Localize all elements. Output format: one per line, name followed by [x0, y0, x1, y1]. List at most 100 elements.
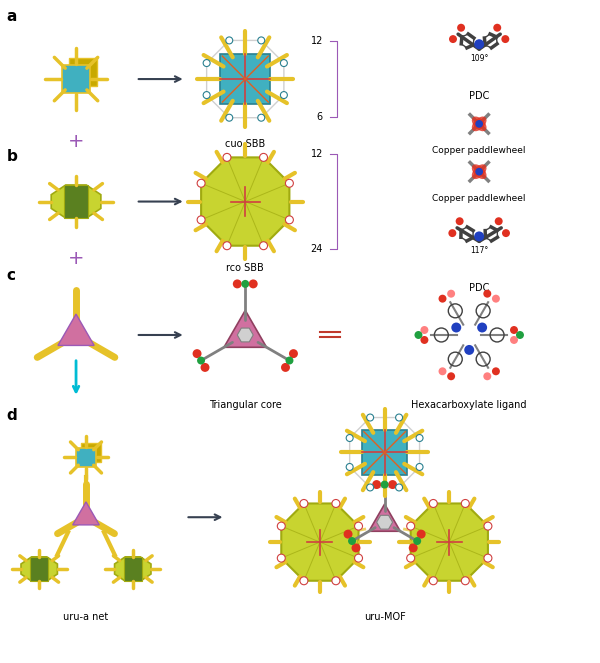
Circle shape [439, 367, 446, 375]
Circle shape [226, 37, 233, 44]
Text: 12: 12 [311, 36, 323, 46]
Text: cuo SBB: cuo SBB [225, 139, 265, 149]
Text: PDC: PDC [469, 91, 490, 101]
Circle shape [355, 522, 362, 530]
Circle shape [475, 120, 483, 128]
Polygon shape [220, 54, 271, 104]
Circle shape [258, 37, 265, 44]
Text: Copper paddlewheel: Copper paddlewheel [433, 146, 526, 154]
Circle shape [367, 414, 374, 421]
Polygon shape [410, 503, 488, 581]
Circle shape [510, 326, 518, 334]
Circle shape [416, 530, 425, 538]
Circle shape [249, 279, 257, 288]
Polygon shape [73, 502, 99, 525]
Circle shape [233, 279, 242, 288]
Polygon shape [124, 557, 142, 581]
Circle shape [388, 480, 397, 489]
Text: 24: 24 [311, 245, 323, 255]
Circle shape [395, 484, 403, 491]
Circle shape [475, 168, 483, 176]
Text: uru-a net: uru-a net [64, 612, 109, 622]
Circle shape [502, 229, 510, 237]
Circle shape [346, 463, 353, 471]
Circle shape [516, 331, 524, 339]
Circle shape [346, 434, 353, 442]
Text: 109°: 109° [470, 54, 488, 63]
Circle shape [447, 290, 455, 298]
Circle shape [484, 554, 492, 562]
Circle shape [380, 481, 389, 489]
Circle shape [464, 345, 474, 355]
Circle shape [484, 522, 492, 530]
Circle shape [461, 577, 469, 585]
Text: b: b [7, 149, 17, 164]
Circle shape [203, 91, 210, 99]
Circle shape [474, 39, 484, 49]
Circle shape [197, 357, 205, 365]
Circle shape [332, 577, 340, 585]
Polygon shape [369, 504, 400, 531]
Circle shape [449, 35, 457, 43]
Circle shape [495, 217, 503, 225]
Text: Copper paddlewheel: Copper paddlewheel [433, 194, 526, 203]
Circle shape [286, 357, 293, 365]
Text: Hexacarboxylate ligand: Hexacarboxylate ligand [412, 400, 527, 410]
Circle shape [280, 60, 287, 66]
Text: rco SBB: rco SBB [226, 263, 264, 273]
Polygon shape [58, 314, 94, 345]
Circle shape [415, 331, 422, 339]
Circle shape [492, 367, 500, 375]
Circle shape [355, 554, 362, 562]
Polygon shape [115, 557, 151, 581]
Circle shape [223, 153, 231, 161]
Circle shape [492, 294, 500, 302]
Text: d: d [7, 408, 17, 423]
Text: c: c [7, 269, 16, 283]
Polygon shape [81, 442, 101, 463]
Circle shape [421, 326, 428, 334]
Text: a: a [7, 9, 17, 25]
Circle shape [477, 322, 487, 333]
Polygon shape [62, 65, 90, 93]
Ellipse shape [472, 164, 487, 179]
Text: 6: 6 [317, 112, 323, 122]
Circle shape [395, 414, 403, 421]
Circle shape [280, 91, 287, 99]
Circle shape [430, 499, 437, 507]
Text: uru-MOF: uru-MOF [364, 612, 406, 622]
Circle shape [286, 179, 293, 187]
Polygon shape [377, 515, 392, 529]
Circle shape [260, 153, 268, 161]
Circle shape [352, 544, 361, 552]
Circle shape [223, 242, 231, 250]
Circle shape [241, 280, 249, 288]
Text: +: + [68, 249, 84, 268]
Circle shape [332, 499, 340, 507]
Ellipse shape [472, 117, 487, 131]
Polygon shape [64, 185, 88, 218]
Circle shape [277, 522, 285, 530]
Text: 12: 12 [311, 149, 323, 158]
Text: PDC: PDC [469, 283, 490, 293]
Circle shape [416, 434, 423, 442]
Ellipse shape [472, 117, 487, 131]
Circle shape [348, 537, 356, 545]
Circle shape [281, 363, 290, 372]
Polygon shape [51, 185, 101, 218]
Circle shape [289, 349, 298, 358]
Circle shape [510, 336, 518, 344]
Circle shape [407, 522, 415, 530]
Polygon shape [237, 328, 253, 342]
Circle shape [409, 544, 418, 552]
Circle shape [461, 499, 469, 507]
Circle shape [451, 322, 461, 333]
Polygon shape [224, 310, 266, 347]
Circle shape [367, 484, 374, 491]
Circle shape [455, 217, 464, 225]
Ellipse shape [472, 164, 487, 179]
Circle shape [197, 216, 205, 224]
Circle shape [286, 216, 293, 224]
Circle shape [502, 35, 509, 43]
Polygon shape [21, 557, 58, 581]
